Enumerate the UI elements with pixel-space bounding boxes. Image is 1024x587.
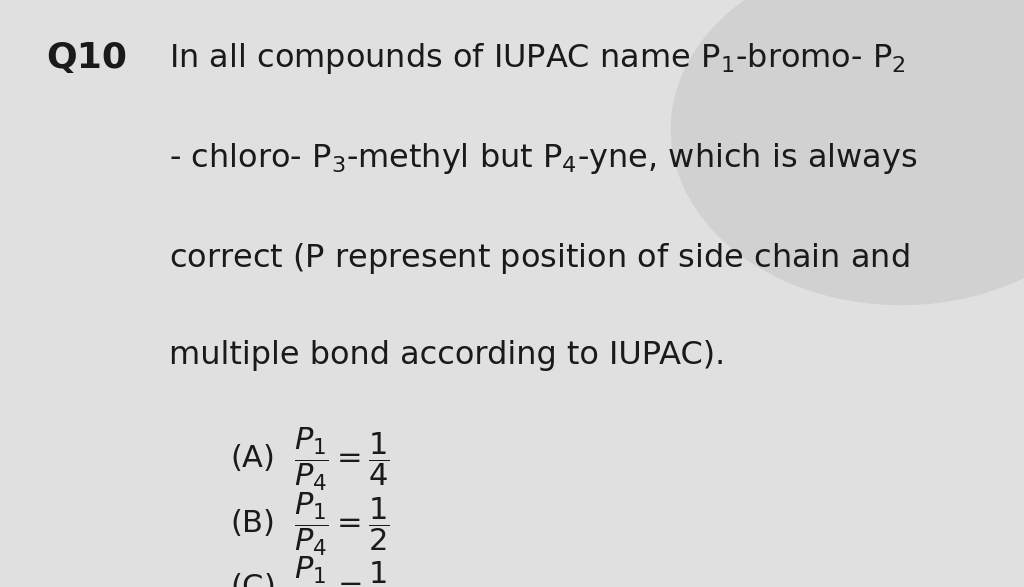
- Text: correct ($\mathsf{P}$ represent position of side chain and: correct ($\mathsf{P}$ represent position…: [169, 241, 909, 276]
- Text: Q10: Q10: [46, 41, 127, 75]
- Text: (B)  $\dfrac{P_1}{P_4} = \dfrac{1}{2}$: (B) $\dfrac{P_1}{P_4} = \dfrac{1}{2}$: [230, 490, 390, 558]
- Text: (C)  $\dfrac{P_1}{P_3} = \dfrac{1}{3}$: (C) $\dfrac{P_1}{P_3} = \dfrac{1}{3}$: [230, 555, 390, 587]
- Ellipse shape: [671, 0, 1024, 305]
- Text: In all compounds of IUPAC name $\mathsf{P_1}$-bromo- $\mathsf{P_2}$: In all compounds of IUPAC name $\mathsf{…: [169, 41, 906, 76]
- Text: multiple bond according to IUPAC).: multiple bond according to IUPAC).: [169, 340, 725, 372]
- Text: (A)  $\dfrac{P_1}{P_4} = \dfrac{1}{4}$: (A) $\dfrac{P_1}{P_4} = \dfrac{1}{4}$: [230, 426, 390, 493]
- Text: - chloro- $\mathsf{P_3}$-methyl but $\mathsf{P_4}$-yne, which is always: - chloro- $\mathsf{P_3}$-methyl but $\ma…: [169, 141, 918, 176]
